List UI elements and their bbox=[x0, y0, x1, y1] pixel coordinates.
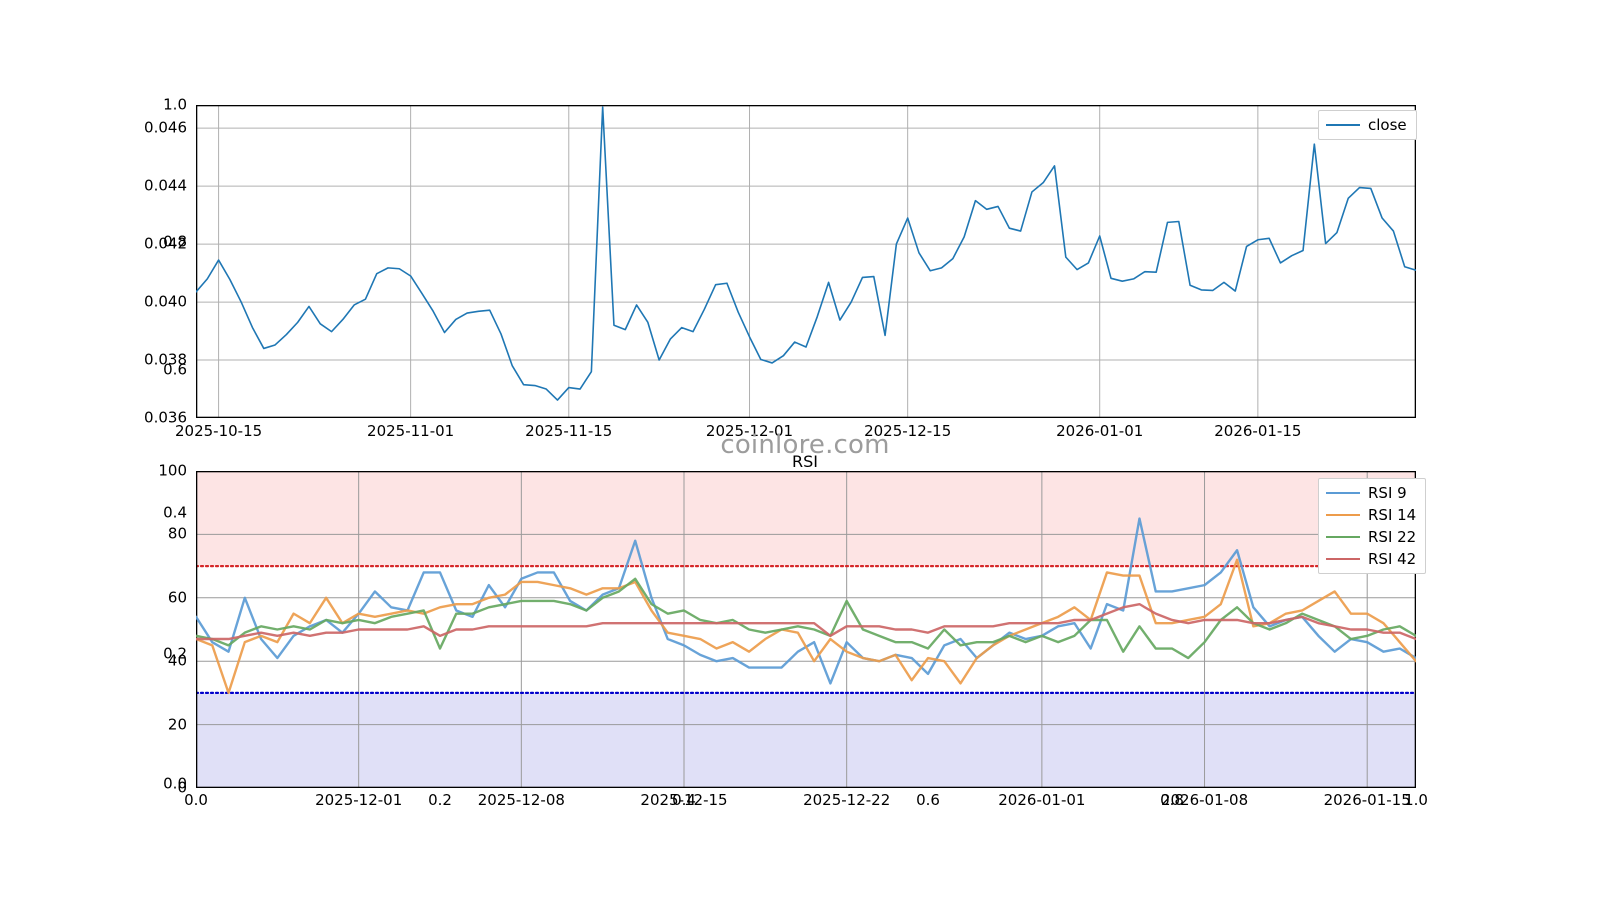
rsi-secondary-x-tick-label: 0.2 bbox=[428, 791, 452, 809]
rsi-series-rsi-14 bbox=[196, 558, 1416, 695]
rsi-chart-panel bbox=[196, 471, 1416, 788]
price-chart-panel bbox=[196, 105, 1416, 418]
rsi-y-tick-label: 80 bbox=[167, 524, 187, 543]
rsi-x-tick-label: 2026-01-15 bbox=[1323, 791, 1411, 809]
rsi-x-tick-label: 2025-12-22 bbox=[803, 791, 891, 809]
legend-line-swatch-icon bbox=[1326, 558, 1360, 560]
price-x-tick-label: 2025-12-01 bbox=[705, 422, 794, 440]
rsi-legend-item-entry[interactable]: RSI 42 bbox=[1326, 550, 1416, 568]
legend-line-swatch-icon bbox=[1326, 536, 1360, 538]
rsi-plot-area bbox=[196, 471, 1416, 788]
rsi-band bbox=[196, 471, 1416, 567]
rsi-x-tick-label: 2025-12-01 bbox=[315, 791, 403, 809]
price-y-tick-label: 0.038 bbox=[144, 350, 187, 369]
rsi-series-rsi-22 bbox=[196, 577, 1416, 660]
rsi-secondary-x-tick-label: 0.0 bbox=[184, 791, 208, 809]
price-legend: close bbox=[1318, 110, 1417, 140]
rsi-x-tick-label: 2025-12-15 bbox=[640, 791, 728, 809]
price-x-tick-label: 2026-01-15 bbox=[1214, 422, 1302, 440]
price-y-tick-label: 0.044 bbox=[144, 176, 187, 195]
coinlore-watermark: coinlore.com bbox=[720, 430, 890, 460]
rsi-legend-item-entry[interactable]: RSI 14 bbox=[1326, 506, 1416, 524]
rsi-x-tick-label: 2026-01-01 bbox=[998, 791, 1086, 809]
rsi-secondary-y-tick-label: 0.2 bbox=[163, 644, 187, 663]
price-secondary-y-tick-label: 0.8 bbox=[163, 232, 187, 251]
rsi-plot-frame bbox=[196, 471, 1416, 788]
price-x-tick-label: 2025-11-15 bbox=[525, 422, 613, 440]
rsi-secondary-y-tick-label: 0.0 bbox=[163, 774, 187, 793]
rsi-secondary-y-tick-label: 0.4 bbox=[163, 503, 187, 522]
rsi-legend-item-entry[interactable]: RSI 22 bbox=[1326, 528, 1416, 546]
rsi-legend-item-label: RSI 14 bbox=[1368, 506, 1417, 524]
price-y-tick-label: 0.040 bbox=[144, 292, 187, 311]
rsi-legend-item-label: RSI 22 bbox=[1368, 528, 1417, 546]
rsi-y-tick-label: 60 bbox=[167, 588, 187, 607]
price-plot-frame bbox=[196, 105, 1416, 418]
rsi-y-tick-label: 100 bbox=[158, 461, 187, 480]
legend-line-swatch-icon bbox=[1326, 124, 1360, 126]
rsi-secondary-x-tick-label: 0.4 bbox=[672, 791, 696, 809]
price-y-tick-label: 0.046 bbox=[144, 118, 187, 137]
price-plot-area bbox=[196, 105, 1416, 418]
price-secondary-y-tick-label: 0.6 bbox=[163, 360, 187, 379]
rsi-legend: RSI 9 RSI 14 RSI 22 RSI 42 bbox=[1318, 478, 1427, 574]
rsi-series-rsi-42 bbox=[196, 602, 1416, 641]
price-secondary-y-tick-label: 1.0 bbox=[163, 95, 187, 114]
rsi-secondary-x-tick-label: 1.0 bbox=[1404, 791, 1428, 809]
price-x-tick-label: 2026-01-01 bbox=[1056, 422, 1144, 440]
price-x-tick-label: 2025-12-15 bbox=[864, 422, 952, 440]
rsi-legend-item-label: RSI 9 bbox=[1368, 484, 1407, 502]
legend-line-swatch-icon bbox=[1326, 492, 1360, 494]
price-x-tick-label: 2025-11-01 bbox=[367, 422, 455, 440]
price-y-tick-label: 0.042 bbox=[144, 234, 187, 253]
rsi-legend-item-entry[interactable]: RSI 9 bbox=[1326, 484, 1416, 502]
rsi-x-tick-label: 2025-12-08 bbox=[477, 791, 565, 809]
rsi-secondary-x-tick-label: 0.8 bbox=[1160, 791, 1184, 809]
rsi-y-tick-label: 40 bbox=[167, 651, 187, 670]
price-series-close bbox=[196, 106, 1416, 401]
price-x-tick-label: 2025-10-15 bbox=[174, 422, 263, 440]
price-legend-item-entry[interactable]: close bbox=[1326, 116, 1407, 134]
price-y-tick-label: 0.036 bbox=[144, 408, 187, 427]
rsi-x-tick-label: 2026-01-08 bbox=[1160, 791, 1249, 809]
price-legend-item-label: close bbox=[1368, 116, 1407, 134]
rsi-y-tick-label: 20 bbox=[167, 715, 187, 734]
rsi-secondary-x-tick-label: 0.6 bbox=[916, 791, 940, 809]
rsi-y-tick-label: 0 bbox=[177, 778, 187, 797]
rsi-legend-item-label: RSI 42 bbox=[1368, 550, 1417, 568]
rsi-chart-title: RSI bbox=[792, 452, 818, 471]
rsi-band bbox=[196, 692, 1416, 788]
legend-line-swatch-icon bbox=[1326, 514, 1360, 516]
